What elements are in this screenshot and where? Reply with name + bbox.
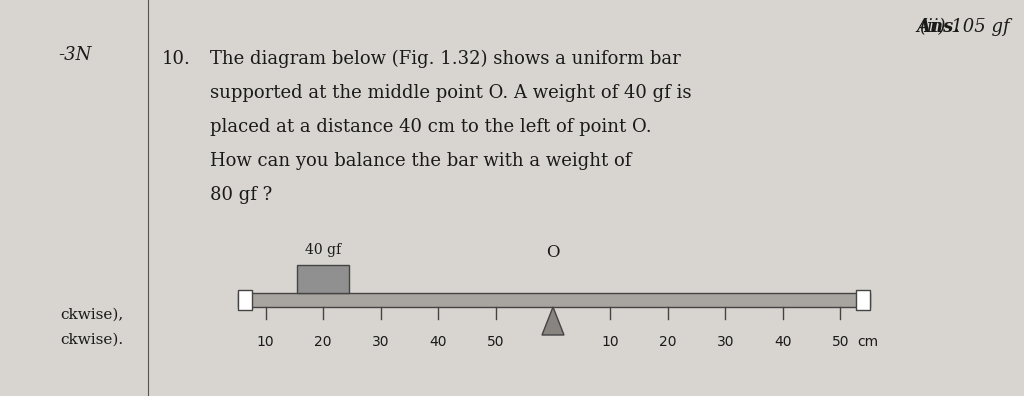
Bar (856, 290, 870, 310)
Text: 10.: 10. (162, 50, 190, 68)
Text: O: O (546, 244, 560, 261)
Text: 80 gf ?: 80 gf ? (210, 186, 272, 204)
Text: 50: 50 (486, 335, 504, 349)
Bar (297, 265, 349, 293)
Text: 50: 50 (831, 335, 849, 349)
Text: 40 gf: 40 gf (305, 243, 341, 257)
Text: The diagram below (Fig. 1.32) shows a uniform bar: The diagram below (Fig. 1.32) shows a un… (210, 50, 681, 68)
Text: placed at a distance 40 cm to the left of point O.: placed at a distance 40 cm to the left o… (210, 118, 651, 136)
Text: -3N: -3N (58, 46, 92, 64)
Text: 30: 30 (717, 335, 734, 349)
Text: 40: 40 (429, 335, 446, 349)
Text: 20: 20 (659, 335, 677, 349)
Text: ckwise),: ckwise), (60, 308, 123, 322)
Text: How can you balance the bar with a weight of: How can you balance the bar with a weigh… (210, 152, 632, 170)
Bar (238, 290, 252, 310)
Bar (238, 293, 870, 307)
Text: 40: 40 (774, 335, 792, 349)
Text: 20: 20 (314, 335, 332, 349)
Text: cm: cm (857, 335, 879, 349)
Text: Ans.: Ans. (916, 18, 961, 36)
Polygon shape (542, 307, 564, 335)
Text: 10: 10 (602, 335, 620, 349)
Text: 30: 30 (372, 335, 389, 349)
Text: ckwise).: ckwise). (60, 333, 123, 347)
Text: 10: 10 (257, 335, 274, 349)
Text: supported at the middle point O. A weight of 40 gf is: supported at the middle point O. A weigh… (210, 84, 691, 102)
Text: (ii) 105 gf: (ii) 105 gf (921, 18, 1010, 36)
